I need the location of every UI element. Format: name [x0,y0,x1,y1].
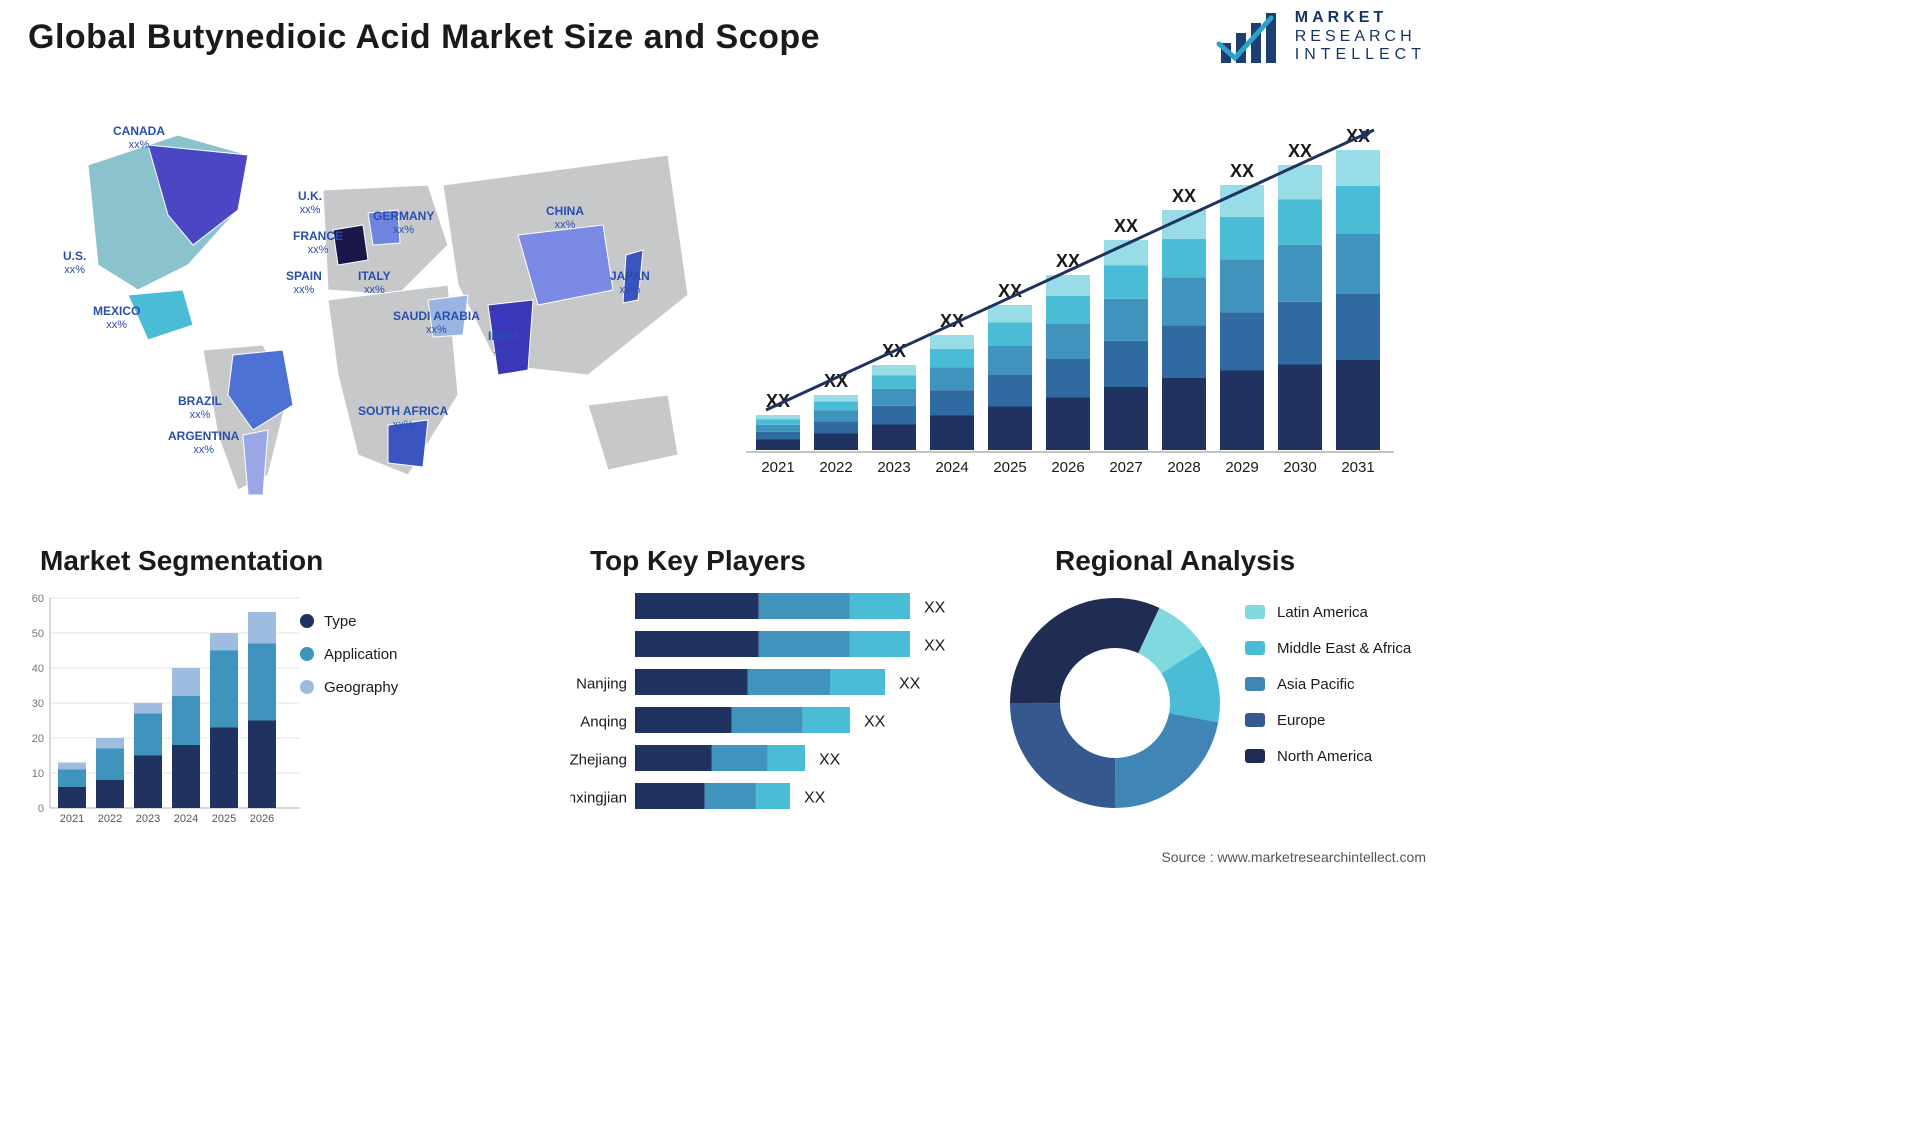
logo-text: MARKET RESEARCH INTELLECT [1295,9,1426,64]
svg-text:2026: 2026 [250,813,274,825]
segmentation-heading: Market Segmentation [40,545,323,577]
map-label-mexico: MEXICOxx% [93,305,140,331]
svg-text:50: 50 [32,628,44,640]
svg-text:2024: 2024 [935,459,968,476]
map-label-argentina: ARGENTINAxx% [168,430,239,456]
svg-text:2028: 2028 [1167,459,1200,476]
svg-text:2030: 2030 [1283,459,1316,476]
map-label-italy: ITALYxx% [358,270,391,296]
map-label-france: FRANCExx% [293,230,343,256]
svg-text:2023: 2023 [136,813,160,825]
seg-legend-item: Application [300,638,398,671]
growth-bar-chart: XX2021XX2022XX2023XX2024XX2025XX2026XX20… [746,110,1406,490]
map-label-saudi-arabia: SAUDI ARABIAxx% [393,310,480,336]
map-label-brazil: BRAZILxx% [178,395,222,421]
svg-text:0: 0 [38,803,44,815]
logo-mark-icon [1213,8,1285,66]
svg-text:2022: 2022 [819,459,852,476]
svg-text:Xiaoxian Tianxingjian: Xiaoxian Tianxingjian [570,790,627,807]
segmentation-legend: TypeApplicationGeography [300,605,398,704]
svg-text:XX: XX [899,676,921,693]
ra-legend-item: North America [1245,739,1411,775]
svg-text:2026: 2026 [1051,459,1084,476]
svg-text:Zhejiang: Zhejiang [570,752,627,769]
svg-text:60: 60 [32,593,44,605]
seg-legend-item: Geography [300,671,398,704]
svg-text:2029: 2029 [1225,459,1258,476]
svg-text:Anqing: Anqing [580,714,627,731]
svg-text:XX: XX [804,790,826,807]
svg-text:2024: 2024 [174,813,198,825]
map-label-canada: CANADAxx% [113,125,165,151]
map-label-china: CHINAxx% [546,205,584,231]
svg-text:20: 20 [32,733,44,745]
svg-text:XX: XX [864,714,886,731]
seg-legend-item: Type [300,605,398,638]
svg-text:XX: XX [1288,141,1312,161]
regional-heading: Regional Analysis [1055,545,1295,577]
svg-text:2027: 2027 [1109,459,1142,476]
svg-text:2021: 2021 [60,813,84,825]
regional-donut-chart [1000,588,1230,818]
svg-text:40: 40 [32,663,44,675]
svg-text:XX: XX [924,600,946,617]
source-attribution: Source : www.marketresearchintellect.com [1161,849,1426,865]
ra-legend-item: Asia Pacific [1245,667,1411,703]
svg-text:2023: 2023 [877,459,910,476]
key-players-heading: Top Key Players [590,545,806,577]
svg-text:2021: 2021 [761,459,794,476]
svg-text:2025: 2025 [212,813,236,825]
regional-legend: Latin AmericaMiddle East & AfricaAsia Pa… [1245,595,1411,775]
ra-legend-item: Latin America [1245,595,1411,631]
ra-legend-item: Europe [1245,703,1411,739]
svg-text:2031: 2031 [1341,459,1374,476]
svg-text:30: 30 [32,698,44,710]
svg-text:XX: XX [819,752,841,769]
svg-text:2025: 2025 [993,459,1026,476]
map-label-spain: SPAINxx% [286,270,322,296]
map-label-u-s-: U.S.xx% [63,250,86,276]
map-label-japan: JAPANxx% [610,270,650,296]
world-map: CANADAxx% U.S.xx% MEXICOxx% BRAZILxx% ARGENT… [28,95,698,515]
svg-text:Nanjing: Nanjing [576,676,627,693]
svg-text:XX: XX [1172,186,1196,206]
map-label-u-k-: U.K.xx% [298,190,322,216]
map-label-south-africa: SOUTH AFRICAxx% [358,405,448,431]
brand-logo: MARKET RESEARCH INTELLECT [1213,8,1426,66]
ra-legend-item: Middle East & Africa [1245,631,1411,667]
svg-text:2022: 2022 [98,813,122,825]
svg-text:XX: XX [1114,216,1138,236]
svg-text:10: 10 [32,768,44,780]
key-players-chart: XX XX XX Nanjing XX Anqing XX Zhejiang XX Xiaoxia… [570,588,1000,838]
map-label-germany: GERMANYxx% [373,210,434,236]
svg-text:XX: XX [924,638,946,655]
page-title: Global Butynedioic Acid Market Size and … [28,18,820,57]
map-label-india: INDIAxx% [488,330,521,356]
svg-text:XX: XX [1230,161,1254,181]
